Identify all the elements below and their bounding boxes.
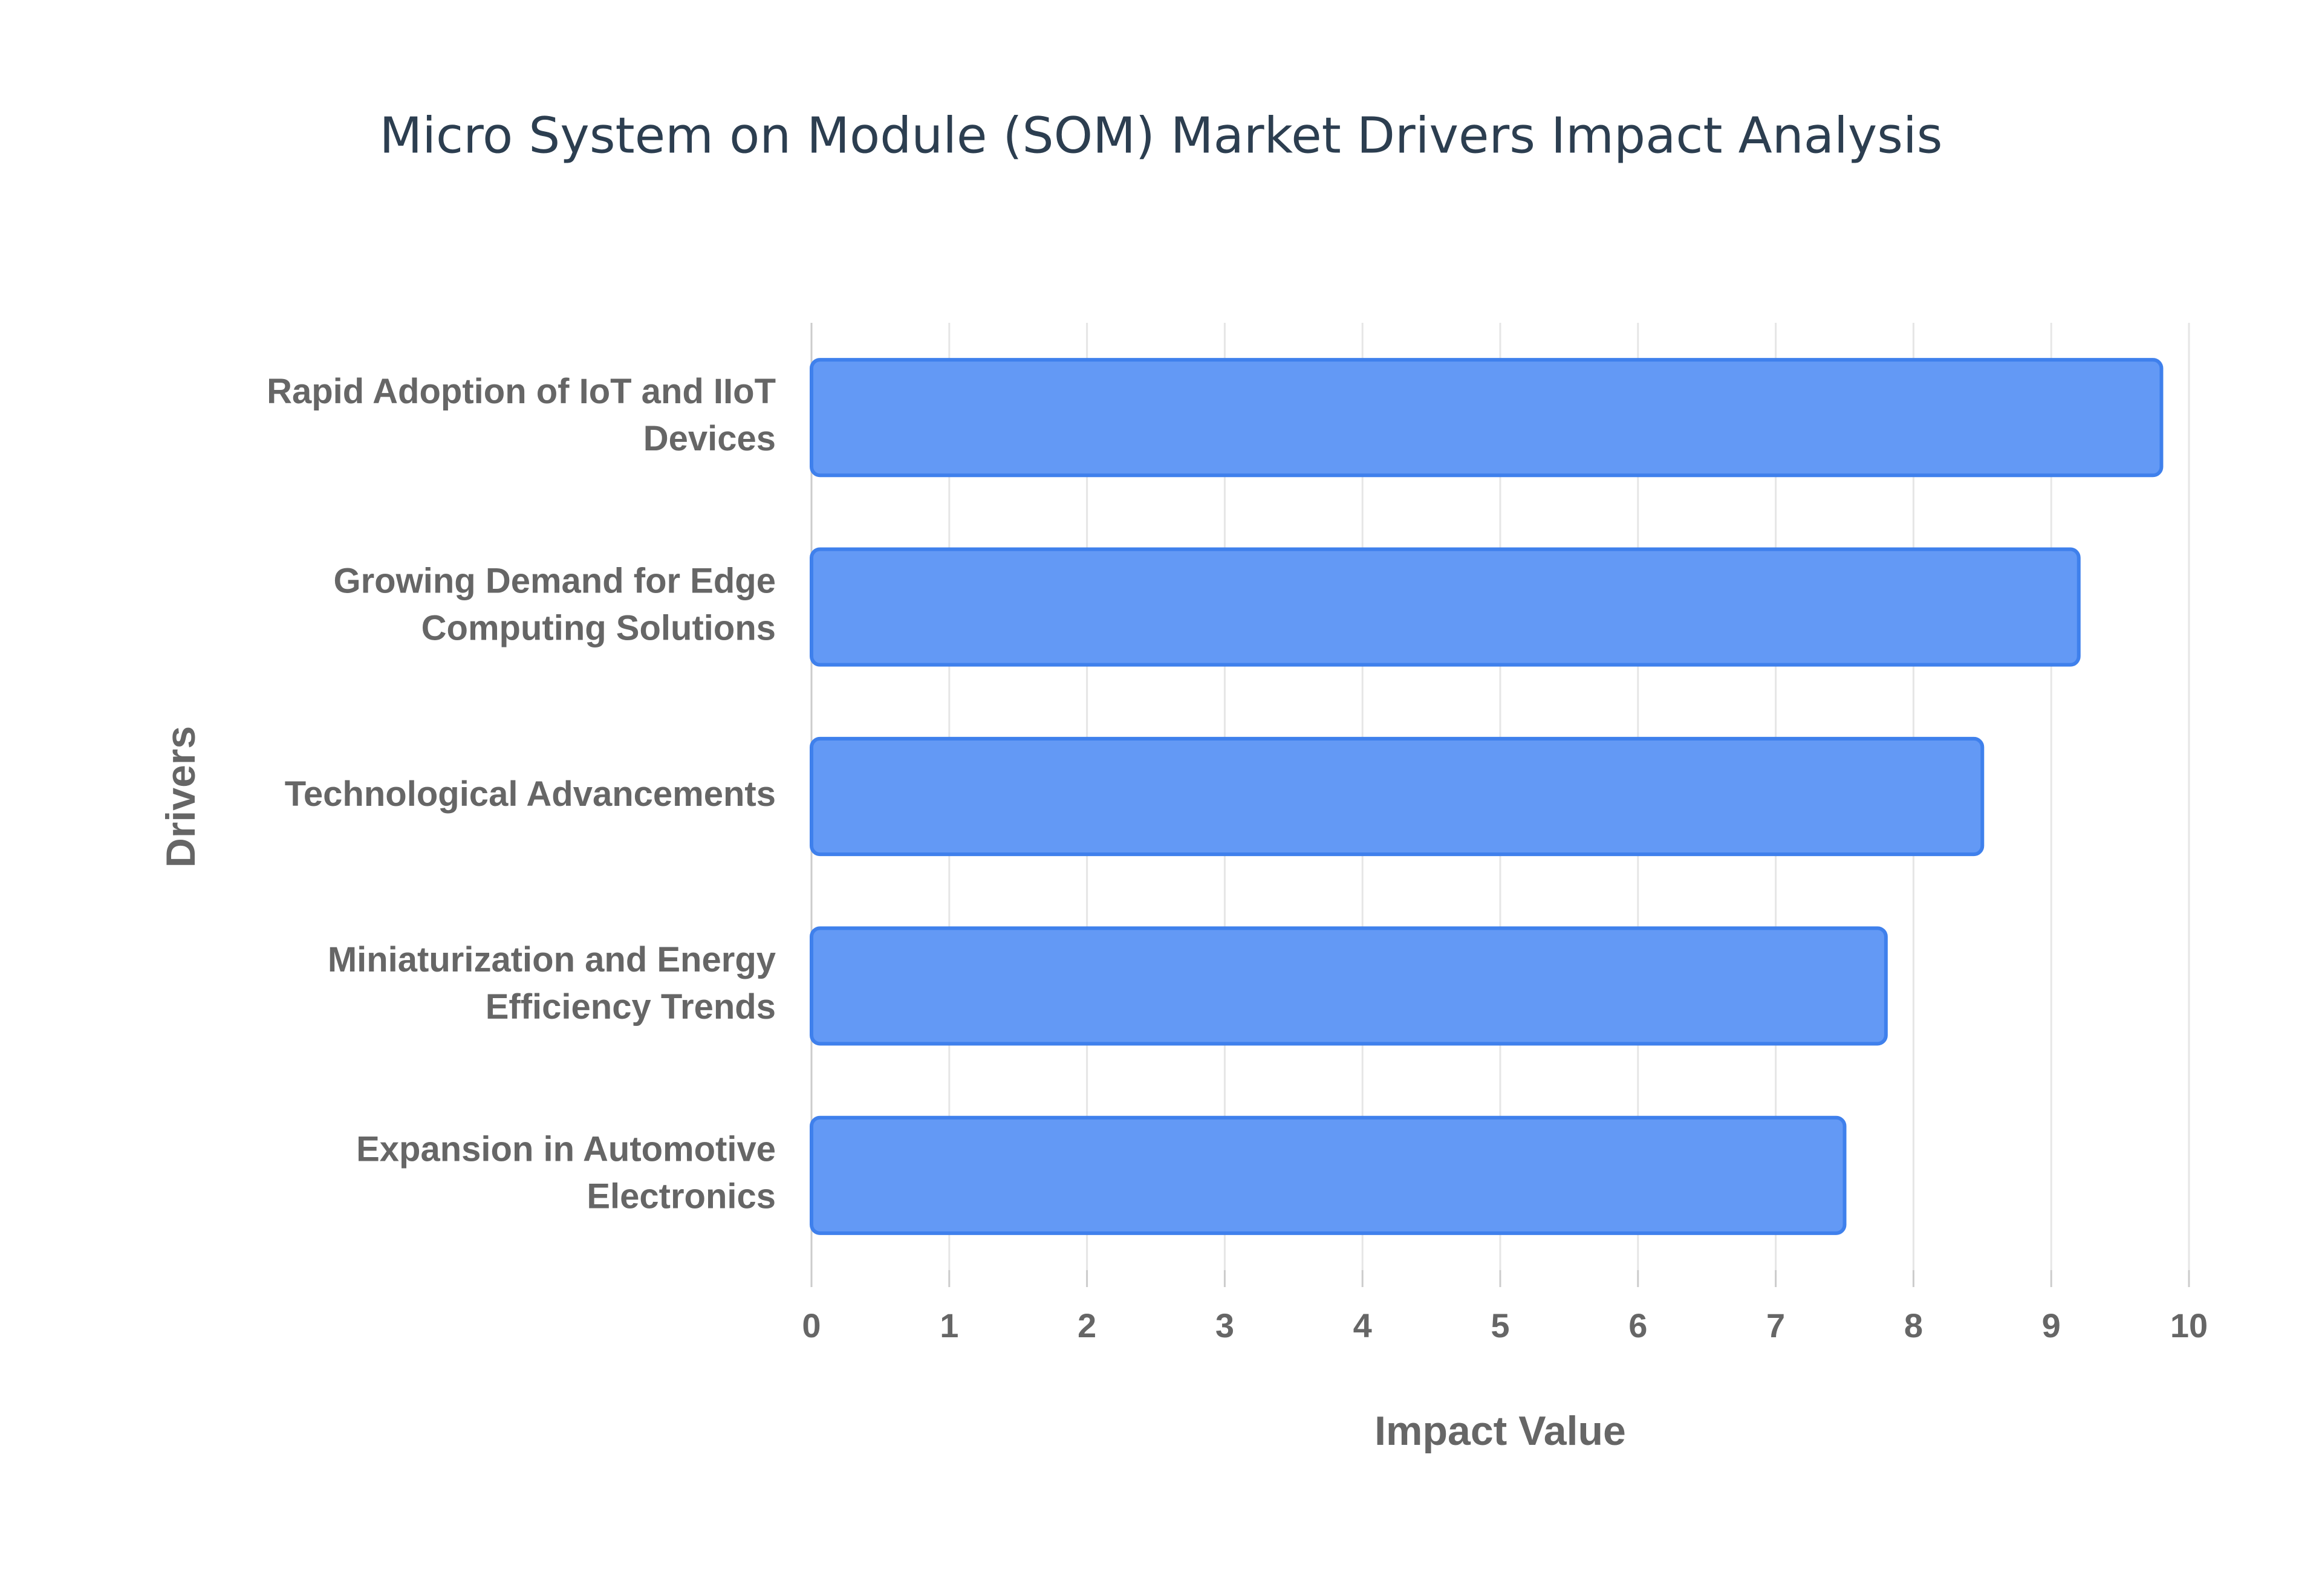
chart-title: Micro System on Module (SOM) Market Driv… xyxy=(379,107,1942,164)
y-tick-label-line: Efficiency Trends xyxy=(486,987,776,1027)
y-tick-label: Miniaturization and Energy Efficiency Tre… xyxy=(328,940,776,1027)
bar xyxy=(810,736,1985,857)
y-tick-label: Growing Demand for Edge Computing Solutio… xyxy=(334,561,776,647)
bar xyxy=(810,358,2164,478)
y-tick-label-line: Growing Demand for Edge xyxy=(334,561,776,600)
y-tick-label: Expansion in Automotive Electronics xyxy=(356,1130,776,1216)
y-tick-label: Rapid Adoption of IoT and IIoT Devices xyxy=(267,372,776,458)
x-tick-label: 9 xyxy=(2042,1306,2061,1345)
x-tick-label: 0 xyxy=(802,1306,821,1345)
bar xyxy=(810,547,2081,667)
bar xyxy=(810,926,1888,1046)
x-tick-label: 7 xyxy=(1766,1306,1785,1345)
x-tick-label: 8 xyxy=(1904,1306,1923,1345)
y-tick-label-line: Devices xyxy=(643,419,776,458)
x-tick-label: 4 xyxy=(1353,1306,1372,1345)
x-tick-label: 6 xyxy=(1628,1306,1647,1345)
y-tick-label-line: Miniaturization and Energy xyxy=(328,940,776,979)
x-tick-label: 3 xyxy=(1215,1306,1234,1345)
x-tick-label: 5 xyxy=(1491,1306,1509,1345)
y-tick-label: Technological Advancements xyxy=(285,774,776,814)
x-tick-label: 10 xyxy=(2170,1306,2208,1345)
x-axis-title: Impact Value xyxy=(1374,1408,1626,1454)
bar xyxy=(810,1115,1847,1235)
x-tick-label: 1 xyxy=(940,1306,958,1345)
x-tick-label: 2 xyxy=(1078,1306,1096,1345)
y-tick-label-line: Technological Advancements xyxy=(285,774,776,814)
y-tick-label-line: Computing Solutions xyxy=(421,608,776,647)
y-tick-label-line: Rapid Adoption of IoT and IIoT xyxy=(267,372,776,411)
y-tick-label-line: Expansion in Automotive xyxy=(356,1130,776,1169)
y-tick-label-line: Electronics xyxy=(587,1177,776,1216)
y-axis-title: Drivers xyxy=(158,726,204,868)
